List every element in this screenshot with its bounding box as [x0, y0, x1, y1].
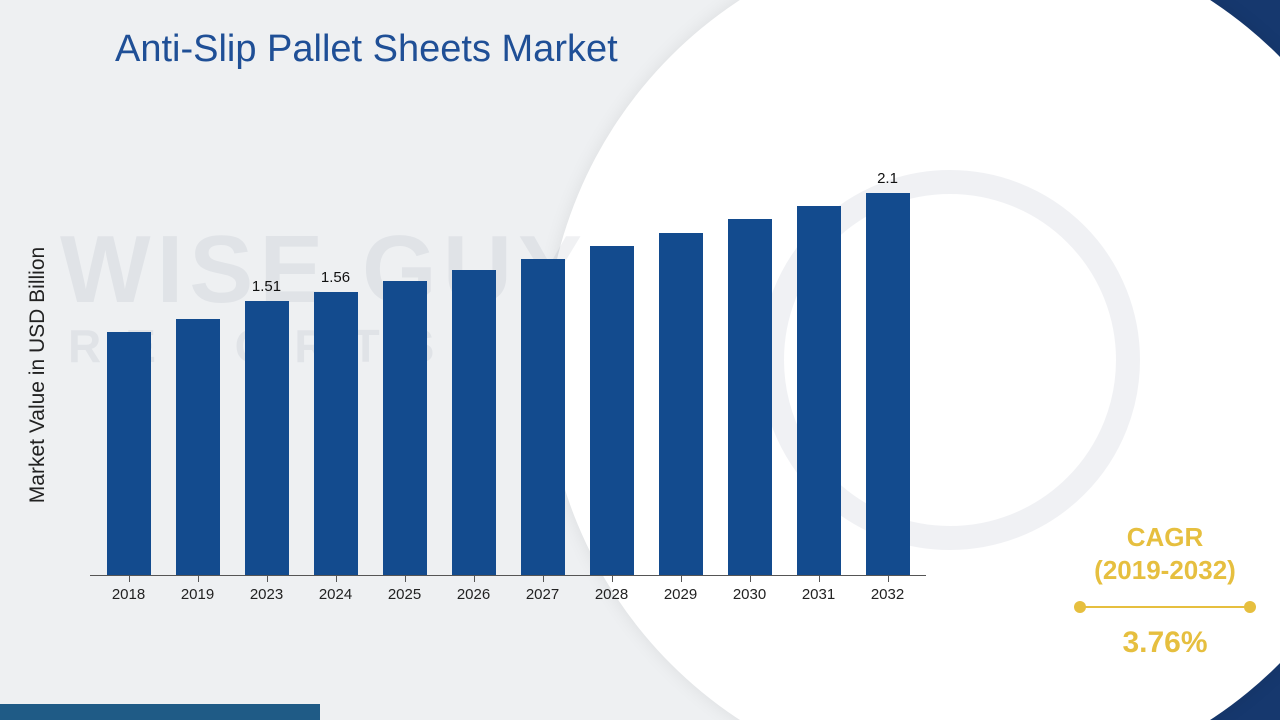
- x-tick-label: 2018: [94, 586, 163, 603]
- bar-slot: [370, 140, 439, 575]
- x-tick-label: 2028: [577, 586, 646, 603]
- bar: [245, 301, 289, 575]
- bar-slot: [94, 140, 163, 575]
- bar-value-label: 1.51: [252, 278, 281, 295]
- bar: [383, 281, 427, 575]
- x-axis: 2018201920232024202520262027202820292030…: [90, 576, 926, 610]
- bar-slot: [508, 140, 577, 575]
- x-tick-label: 2023: [232, 586, 301, 603]
- bar-slot: [163, 140, 232, 575]
- bar: [728, 219, 772, 575]
- bar-slot: [439, 140, 508, 575]
- cagr-block: CAGR (2019-2032) 3.76%: [1050, 521, 1280, 660]
- x-tick-label: 2024: [301, 586, 370, 603]
- bar: [866, 193, 910, 575]
- cagr-value: 3.76%: [1050, 626, 1280, 660]
- bar: [590, 246, 634, 575]
- x-tick-label: 2025: [370, 586, 439, 603]
- chart-title: Anti-Slip Pallet Sheets Market: [115, 28, 618, 71]
- bar: [659, 233, 703, 575]
- x-tick: 2029: [646, 576, 715, 610]
- cagr-label-2: (2019-2032): [1050, 554, 1280, 587]
- x-tick-label: 2026: [439, 586, 508, 603]
- x-tick: 2023: [232, 576, 301, 610]
- bar-slot: 1.51: [232, 140, 301, 575]
- cagr-divider: [1080, 606, 1250, 608]
- bar: [176, 319, 220, 575]
- x-tick: 2018: [94, 576, 163, 610]
- x-tick: 2031: [784, 576, 853, 610]
- bar-slot: 2.1: [853, 140, 922, 575]
- bar-chart: Market Value in USD Billion 1.511.562.1 …: [46, 140, 926, 610]
- bar-value-label: 2.1: [877, 170, 898, 187]
- x-tick: 2019: [163, 576, 232, 610]
- plot-area: 1.51 1.56 2.1: [90, 140, 926, 576]
- bars-container: 1.51 1.56 2.1: [90, 140, 926, 575]
- x-tick-label: 2019: [163, 586, 232, 603]
- bar: [797, 206, 841, 575]
- bar-value-label: 1.56: [321, 269, 350, 286]
- stage: WISE GUY REPORTS CAGR (2019-2032) 3.76% …: [0, 0, 1280, 720]
- brand-logo: WISE GUY REPORTS: [1070, 22, 1252, 75]
- x-tick-label: 2032: [853, 586, 922, 603]
- x-tick: 2025: [370, 576, 439, 610]
- x-tick: 2032: [853, 576, 922, 610]
- x-tick-label: 2030: [715, 586, 784, 603]
- bar: [452, 270, 496, 575]
- bar: [107, 332, 151, 575]
- cagr-label-1: CAGR: [1050, 521, 1280, 554]
- brand-head-icon: [1176, 36, 1260, 132]
- x-tick-label: 2031: [784, 586, 853, 603]
- bar-slot: [577, 140, 646, 575]
- bar-slot: 1.56: [301, 140, 370, 575]
- bar-slot: [715, 140, 784, 575]
- x-tick: 2026: [439, 576, 508, 610]
- x-tick: 2024: [301, 576, 370, 610]
- x-tick: 2030: [715, 576, 784, 610]
- footer-accent-bar: [0, 704, 320, 720]
- bar-slot: [784, 140, 853, 575]
- x-tick: 2028: [577, 576, 646, 610]
- y-axis-label: Market Value in USD Billion: [26, 247, 50, 503]
- bar-slot: [646, 140, 715, 575]
- x-tick-label: 2027: [508, 586, 577, 603]
- x-tick-label: 2029: [646, 586, 715, 603]
- x-tick: 2027: [508, 576, 577, 610]
- bar: [314, 292, 358, 575]
- bar: [521, 259, 565, 575]
